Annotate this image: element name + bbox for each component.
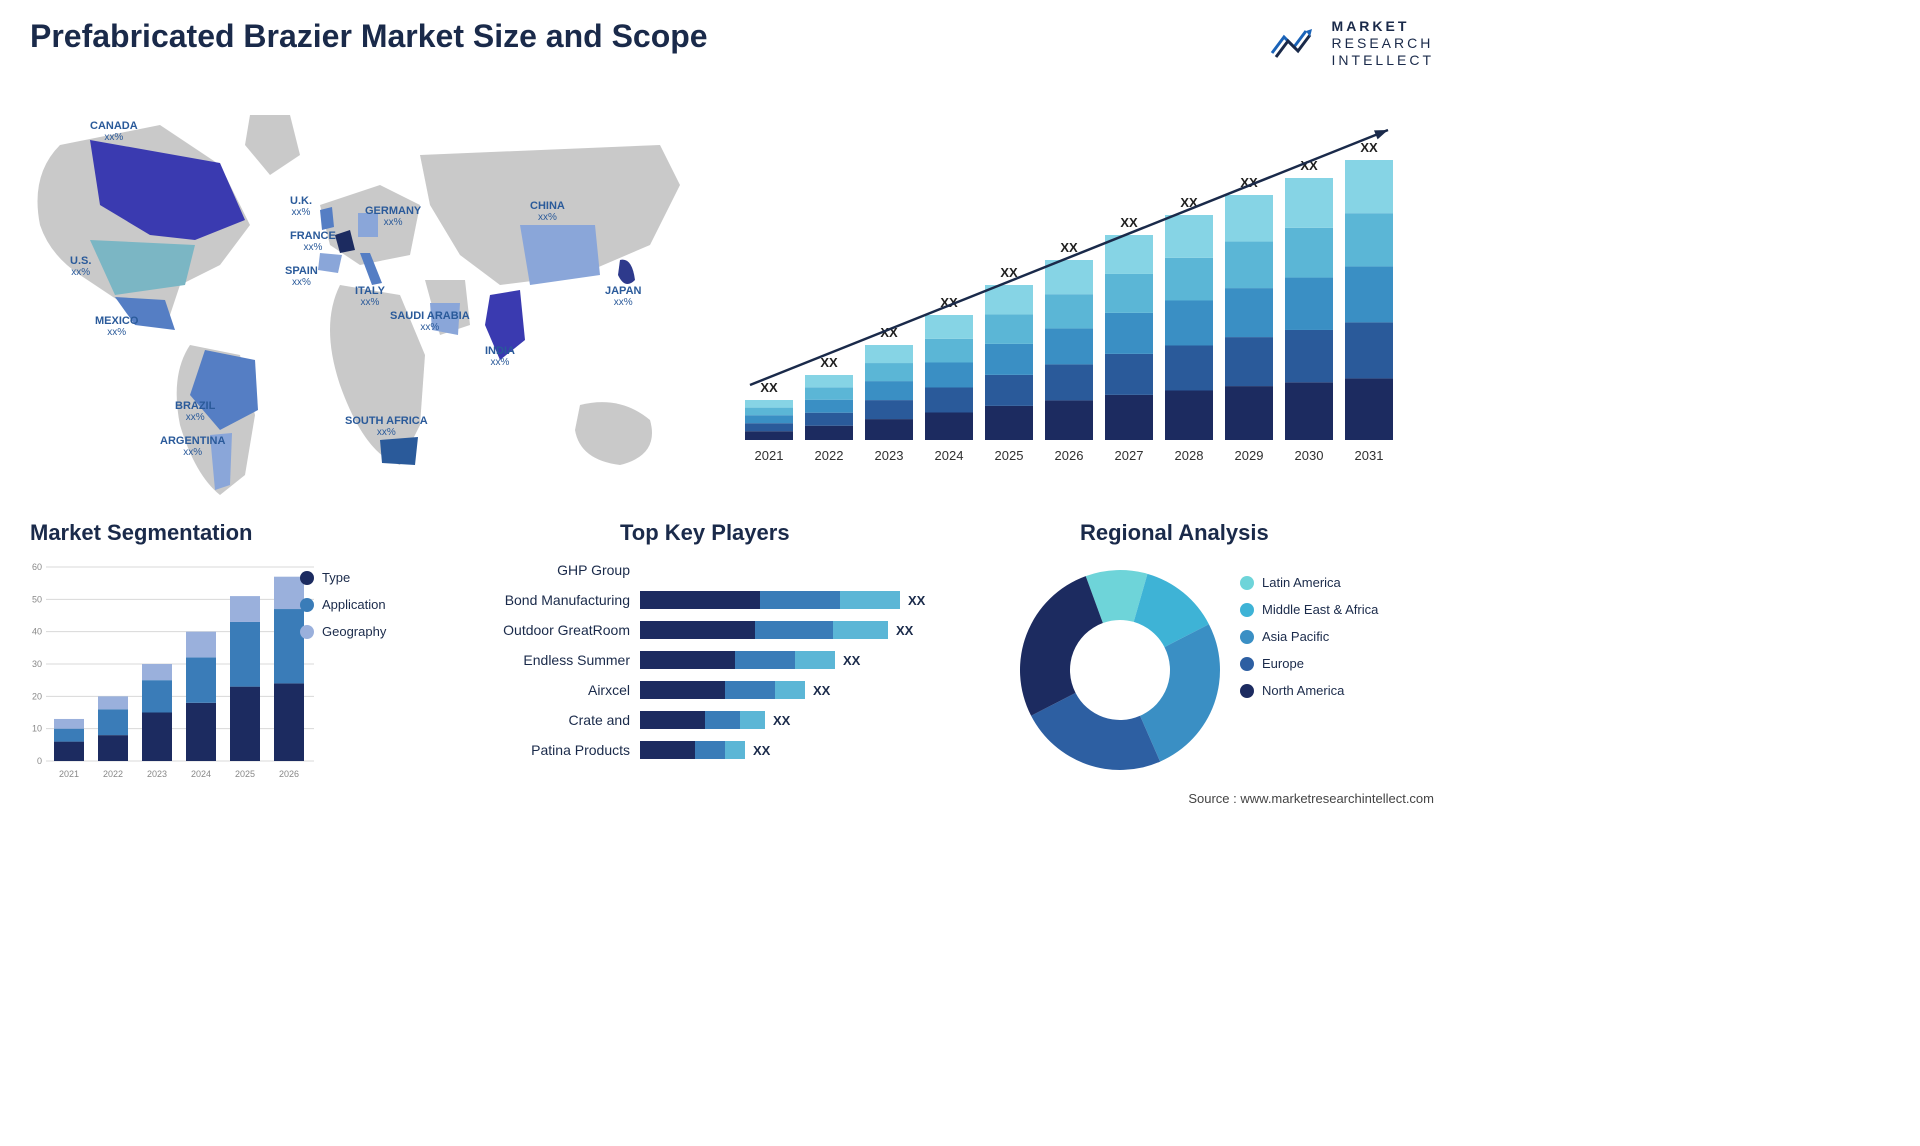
svg-text:2030: 2030: [1295, 448, 1324, 463]
key-player-row: Crate andXX: [470, 706, 990, 734]
map-label: CHINAxx%: [530, 200, 565, 223]
legend-item: Latin America: [1240, 575, 1420, 590]
key-player-row: Bond ManufacturingXX: [470, 586, 990, 614]
forecast-chart: XX2021XX2022XX2023XX2024XX2025XX2026XX20…: [735, 100, 1415, 480]
key-player-row: AirxcelXX: [470, 676, 990, 704]
svg-text:2022: 2022: [815, 448, 844, 463]
logo-line3: INTELLECT: [1332, 52, 1434, 69]
map-label: SOUTH AFRICAxx%: [345, 415, 428, 438]
key-player-row: Outdoor GreatRoomXX: [470, 616, 990, 644]
svg-text:2022: 2022: [103, 769, 123, 779]
svg-text:2024: 2024: [191, 769, 211, 779]
svg-text:50: 50: [32, 594, 42, 604]
svg-text:2029: 2029: [1235, 448, 1264, 463]
brand-logo: MARKET RESEARCH INTELLECT: [1270, 18, 1434, 68]
key-player-row: GHP Group: [470, 556, 990, 584]
svg-text:2025: 2025: [995, 448, 1024, 463]
logo-line2: RESEARCH: [1332, 35, 1434, 52]
svg-text:0: 0: [37, 756, 42, 766]
legend-item: Europe: [1240, 656, 1420, 671]
map-label: BRAZILxx%: [175, 400, 215, 423]
svg-text:2021: 2021: [755, 448, 784, 463]
svg-text:2023: 2023: [875, 448, 904, 463]
legend-item: North America: [1240, 683, 1420, 698]
key-players-chart: GHP GroupBond ManufacturingXXOutdoor Gre…: [470, 556, 990, 786]
svg-text:2025: 2025: [235, 769, 255, 779]
svg-text:2027: 2027: [1115, 448, 1144, 463]
svg-text:XX: XX: [820, 355, 838, 370]
segmentation-title: Market Segmentation: [30, 520, 253, 546]
regional-legend: Latin America Middle East & Africa Asia Pa…: [1240, 575, 1420, 710]
svg-text:40: 40: [32, 627, 42, 637]
map-label: FRANCExx%: [290, 230, 336, 253]
key-player-name: Outdoor GreatRoom: [470, 622, 640, 638]
svg-text:XX: XX: [760, 380, 778, 395]
svg-text:60: 60: [32, 562, 42, 572]
map-label: GERMANYxx%: [365, 205, 421, 228]
logo-icon: [1270, 23, 1322, 63]
regional-title: Regional Analysis: [1080, 520, 1269, 546]
segmentation-chart: 0 10 20 30 40 50 60 2021 2022 2023 2024 2025 2026: [18, 556, 318, 786]
svg-text:10: 10: [32, 724, 42, 734]
source-text: Source : www.marketresearchintellect.com: [1188, 791, 1434, 806]
key-player-name: Crate and: [470, 712, 640, 728]
svg-text:2024: 2024: [935, 448, 964, 463]
map-label: SPAINxx%: [285, 265, 318, 288]
segmentation-legend: Type Application Geography: [300, 570, 440, 651]
map-label: JAPANxx%: [605, 285, 641, 308]
regional-donut: [1010, 560, 1230, 780]
key-player-row: Endless SummerXX: [470, 646, 990, 674]
keyplayers-title: Top Key Players: [620, 520, 790, 546]
key-player-name: GHP Group: [470, 562, 640, 578]
map-label: MEXICOxx%: [95, 315, 138, 338]
legend-item: Asia Pacific: [1240, 629, 1420, 644]
map-label: ITALYxx%: [355, 285, 385, 308]
legend-item: Type: [300, 570, 440, 585]
world-map: CANADAxx% U.S.xx% MEXICOxx% BRAZILxx% ARGENT…: [20, 85, 700, 505]
key-player-name: Patina Products: [470, 742, 640, 758]
map-label: ARGENTINAxx%: [160, 435, 225, 458]
logo-line1: MARKET: [1332, 18, 1434, 35]
page-title: Prefabricated Brazier Market Size and Sc…: [30, 18, 708, 55]
svg-text:2026: 2026: [1055, 448, 1084, 463]
svg-text:XX: XX: [1120, 215, 1138, 230]
svg-text:XX: XX: [1060, 240, 1078, 255]
svg-text:2023: 2023: [147, 769, 167, 779]
svg-text:2031: 2031: [1355, 448, 1384, 463]
svg-text:2026: 2026: [279, 769, 299, 779]
key-player-name: Bond Manufacturing: [470, 592, 640, 608]
map-label: CANADAxx%: [90, 120, 138, 143]
key-player-row: Patina ProductsXX: [470, 736, 990, 764]
map-label: SAUDI ARABIAxx%: [390, 310, 470, 333]
legend-item: Geography: [300, 624, 440, 639]
key-player-name: Airxcel: [470, 682, 640, 698]
svg-text:XX: XX: [1360, 140, 1378, 155]
map-label: INDIAxx%: [485, 345, 515, 368]
svg-text:20: 20: [32, 691, 42, 701]
map-label: U.S.xx%: [70, 255, 91, 278]
key-player-name: Endless Summer: [470, 652, 640, 668]
svg-text:2021: 2021: [59, 769, 79, 779]
svg-text:30: 30: [32, 659, 42, 669]
map-label: U.K.xx%: [290, 195, 312, 218]
svg-text:2028: 2028: [1175, 448, 1204, 463]
legend-item: Middle East & Africa: [1240, 602, 1420, 617]
legend-item: Application: [300, 597, 440, 612]
